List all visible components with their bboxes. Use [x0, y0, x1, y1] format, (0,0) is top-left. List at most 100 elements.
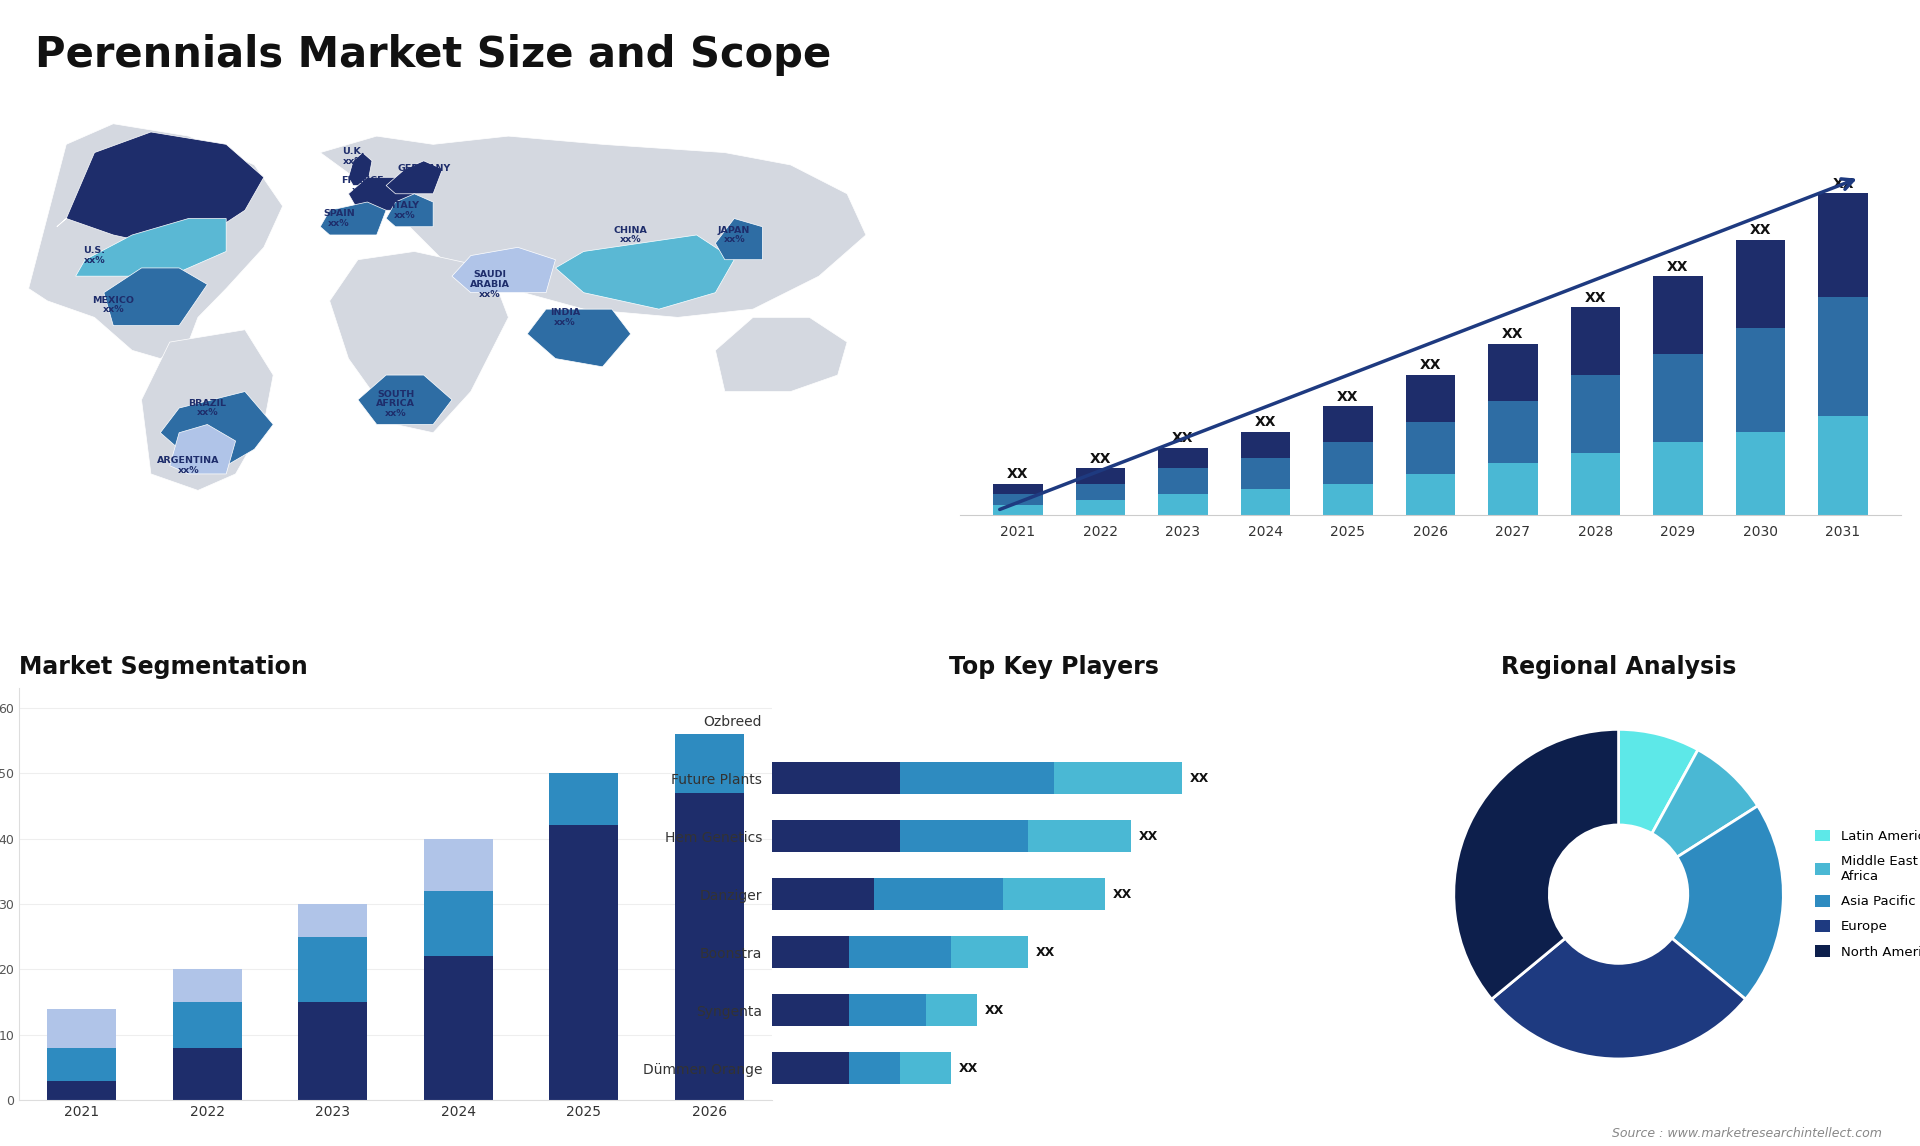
Bar: [1736, 240, 1786, 328]
Bar: [1075, 469, 1125, 484]
Polygon shape: [321, 202, 386, 235]
Bar: [1488, 401, 1538, 463]
Bar: [1653, 354, 1703, 442]
Bar: [1075, 484, 1125, 500]
Bar: [1158, 494, 1208, 516]
Text: U.S.
xx%: U.S. xx%: [83, 246, 106, 265]
Wedge shape: [1492, 939, 1745, 1059]
Polygon shape: [348, 152, 372, 186]
Bar: [849, 936, 952, 968]
Bar: [1158, 448, 1208, 469]
Polygon shape: [386, 194, 434, 227]
Text: XX: XX: [1114, 888, 1133, 901]
Polygon shape: [386, 160, 442, 194]
Bar: [1818, 297, 1868, 416]
Text: XX: XX: [1037, 945, 1056, 959]
Bar: [173, 1002, 242, 1047]
Wedge shape: [1619, 729, 1697, 833]
Bar: [1736, 432, 1786, 516]
Text: XX: XX: [1501, 328, 1524, 342]
Text: XX: XX: [1254, 416, 1277, 430]
Polygon shape: [58, 132, 263, 248]
Bar: [173, 1047, 242, 1100]
Bar: [1736, 328, 1786, 432]
Bar: [925, 995, 977, 1026]
Polygon shape: [716, 317, 847, 392]
Wedge shape: [1672, 806, 1784, 999]
Bar: [1571, 307, 1620, 375]
Text: FRANCE
xx%: FRANCE xx%: [342, 176, 384, 195]
Bar: [674, 733, 743, 793]
Bar: [173, 970, 242, 1002]
Bar: [874, 878, 1002, 910]
Legend: Latin America, Middle East &
Africa, Asia Pacific, Europe, North America: Latin America, Middle East & Africa, Asi…: [1811, 825, 1920, 963]
Text: XX: XX: [1171, 431, 1194, 445]
Text: SPAIN
xx%: SPAIN xx%: [323, 210, 355, 228]
Text: BRAZIL
xx%: BRAZIL xx%: [188, 399, 227, 417]
Bar: [1158, 469, 1208, 494]
Bar: [1488, 463, 1538, 516]
Text: ITALY
xx%: ITALY xx%: [392, 201, 419, 220]
Bar: [1002, 878, 1106, 910]
Bar: [993, 504, 1043, 516]
Bar: [1054, 762, 1183, 794]
Bar: [1240, 458, 1290, 489]
Bar: [1571, 375, 1620, 453]
Polygon shape: [716, 219, 762, 260]
Polygon shape: [451, 248, 555, 292]
Text: XX: XX: [985, 1004, 1004, 1017]
Bar: [952, 936, 1029, 968]
Polygon shape: [104, 268, 207, 325]
Text: XX: XX: [1667, 260, 1690, 274]
Text: XX: XX: [1832, 176, 1855, 190]
Text: XX: XX: [1089, 452, 1112, 465]
Bar: [900, 762, 1054, 794]
Legend: Type, Application, Geography: Type, Application, Geography: [787, 696, 912, 780]
Text: Market Segmentation: Market Segmentation: [19, 656, 307, 680]
Bar: [772, 821, 900, 853]
Text: Source : www.marketresearchintellect.com: Source : www.marketresearchintellect.com: [1611, 1128, 1882, 1140]
Polygon shape: [142, 330, 273, 490]
Bar: [1405, 422, 1455, 473]
Text: XX: XX: [1749, 223, 1772, 237]
Bar: [298, 1002, 367, 1100]
Polygon shape: [321, 136, 866, 317]
Text: CHINA
xx%: CHINA xx%: [614, 226, 647, 244]
Text: SAUDI
ARABIA
xx%: SAUDI ARABIA xx%: [470, 270, 509, 299]
Bar: [772, 936, 849, 968]
Wedge shape: [1651, 749, 1757, 857]
Bar: [1653, 442, 1703, 516]
Bar: [424, 956, 493, 1100]
Polygon shape: [169, 424, 236, 474]
Text: CANADA
xx%: CANADA xx%: [129, 156, 173, 174]
Bar: [549, 774, 618, 825]
Bar: [1818, 416, 1868, 516]
Text: SOUTH
AFRICA
xx%: SOUTH AFRICA xx%: [376, 390, 415, 418]
Bar: [1653, 276, 1703, 354]
Bar: [1405, 375, 1455, 422]
Bar: [48, 1047, 117, 1081]
Text: GERMANY
xx%: GERMANY xx%: [397, 164, 451, 182]
Bar: [1488, 344, 1538, 401]
Bar: [1323, 442, 1373, 484]
Bar: [549, 825, 618, 1100]
Bar: [424, 839, 493, 890]
Bar: [298, 936, 367, 1002]
Text: JAPAN
xx%: JAPAN xx%: [718, 226, 751, 244]
Bar: [900, 1052, 952, 1084]
Text: XX: XX: [1336, 390, 1359, 403]
Polygon shape: [348, 178, 415, 210]
Bar: [1323, 484, 1373, 516]
Polygon shape: [330, 251, 509, 433]
Bar: [849, 995, 925, 1026]
Bar: [1818, 194, 1868, 297]
Bar: [1029, 821, 1131, 853]
Polygon shape: [75, 219, 227, 276]
Wedge shape: [1453, 729, 1619, 999]
Bar: [48, 1081, 117, 1100]
Bar: [1075, 500, 1125, 516]
Bar: [900, 821, 1029, 853]
Bar: [674, 793, 743, 1100]
Title: Top Key Players: Top Key Players: [948, 656, 1160, 680]
Text: Perennials Market Size and Scope: Perennials Market Size and Scope: [35, 34, 831, 77]
